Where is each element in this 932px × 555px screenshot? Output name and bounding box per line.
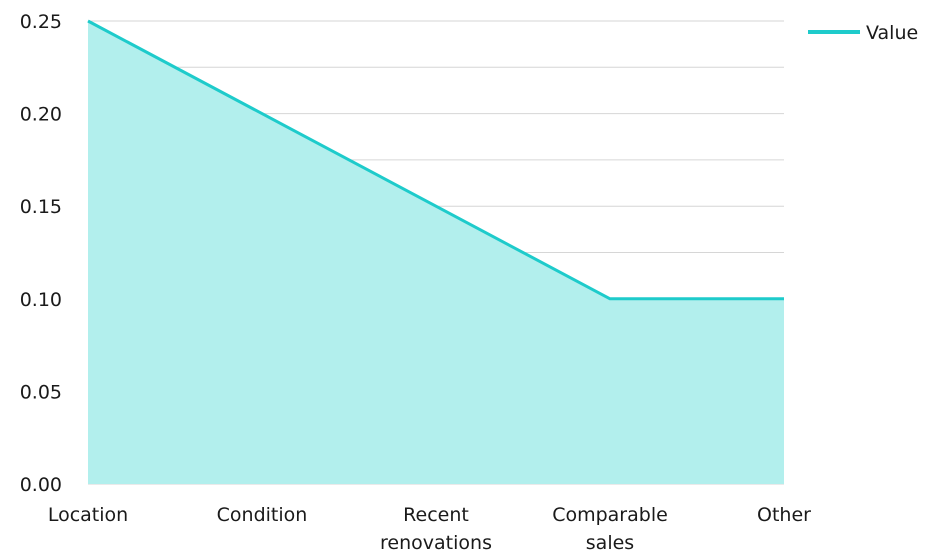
x-axis-ticks: Location Condition Recent renovations Compar…	[48, 504, 811, 554]
y-tick-label: 0.05	[20, 381, 62, 403]
series-area-value	[88, 21, 784, 484]
y-tick-label: 0.15	[20, 196, 62, 218]
y-tick-label: 0.00	[20, 474, 62, 496]
x-tick-label: Other	[757, 504, 811, 526]
legend: Value	[808, 22, 918, 44]
x-tick-label: Comparable sales	[552, 504, 668, 554]
x-tick-label: Recent renovations	[380, 504, 492, 554]
x-tick-label: Location	[48, 504, 128, 526]
y-tick-label: 0.10	[20, 289, 62, 311]
y-tick-label: 0.25	[20, 11, 62, 33]
series-area-layer	[87, 19, 785, 484]
y-axis-ticks: 0.00 0.05 0.10 0.15 0.20 0.25	[20, 11, 62, 496]
legend-label-value: Value	[866, 22, 918, 44]
y-tick-label: 0.20	[20, 104, 62, 126]
x-tick-label: Condition	[217, 504, 308, 526]
